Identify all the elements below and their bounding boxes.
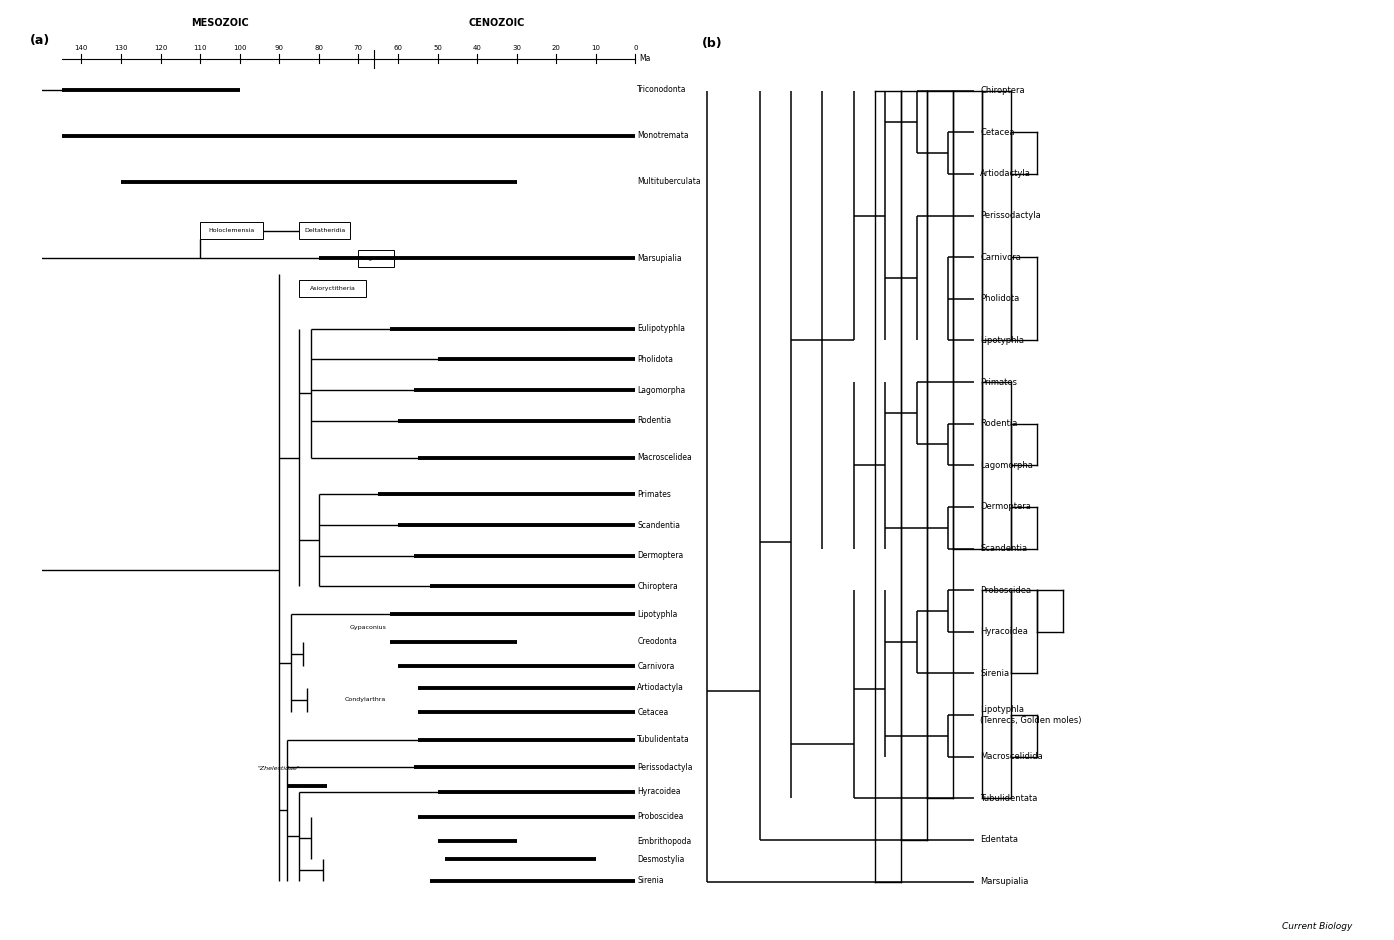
Text: 20: 20 (552, 45, 560, 51)
Text: Cetacea: Cetacea (637, 708, 669, 716)
Text: Carnivora: Carnivora (637, 662, 675, 671)
Text: Multituberculata: Multituberculata (637, 177, 701, 186)
Bar (358, 250, 395, 267)
Text: 70: 70 (354, 45, 362, 51)
Text: Pholidota: Pholidota (637, 355, 673, 364)
Text: Primates: Primates (637, 490, 672, 499)
Text: Hyracoidea: Hyracoidea (637, 788, 680, 796)
Text: Triconodonta: Triconodonta (637, 85, 687, 94)
Text: Carnivora: Carnivora (980, 253, 1022, 261)
Text: "Zhelestidae": "Zhelestidae" (258, 765, 301, 771)
Text: Current Biology: Current Biology (1282, 921, 1352, 931)
Text: 40: 40 (473, 45, 481, 51)
Text: (a): (a) (29, 35, 50, 47)
Text: Sirenia: Sirenia (980, 669, 1009, 678)
Text: MESOZOIC: MESOZOIC (191, 18, 248, 28)
Text: Tubulidentata: Tubulidentata (980, 793, 1037, 803)
Text: Holoclemensia: Holoclemensia (209, 228, 255, 233)
Text: (b): (b) (703, 37, 723, 50)
Text: CENOZOIC: CENOZOIC (468, 18, 526, 28)
Bar (300, 280, 367, 297)
Text: Macroscelidida: Macroscelidida (980, 752, 1043, 761)
Text: 80: 80 (314, 45, 323, 51)
Text: 130: 130 (114, 45, 128, 51)
Text: 90: 90 (275, 45, 284, 51)
Text: 30: 30 (512, 45, 521, 51)
Text: Sirenia: Sirenia (637, 876, 664, 885)
Text: Chiroptera: Chiroptera (637, 582, 677, 591)
Text: Hyracoidea: Hyracoidea (980, 627, 1029, 636)
Text: Embrithopoda: Embrithopoda (637, 837, 691, 846)
Bar (201, 222, 263, 239)
Text: Proboscidea: Proboscidea (980, 586, 1032, 595)
Text: Condylarthra: Condylarthra (344, 697, 386, 702)
Text: 110: 110 (194, 45, 206, 51)
Text: Deltatheridia: Deltatheridia (304, 228, 346, 233)
Text: Gypaconius: Gypaconius (350, 625, 386, 631)
Bar (300, 222, 350, 239)
Text: Purgatorius: Purgatorius (358, 256, 395, 260)
Text: Monotremata: Monotremata (637, 131, 689, 140)
Text: Ma: Ma (640, 55, 651, 63)
Text: Macroscelidea: Macroscelidea (637, 453, 693, 462)
Text: Scandentia: Scandentia (980, 544, 1027, 553)
Text: Lagomorpha: Lagomorpha (980, 461, 1033, 470)
Text: Asioryctitheria: Asioryctitheria (309, 287, 355, 291)
Text: Primates: Primates (980, 378, 1018, 386)
Text: 0: 0 (633, 45, 637, 51)
Text: Artiodactyla: Artiodactyla (980, 169, 1032, 179)
Text: 120: 120 (153, 45, 167, 51)
Text: Marsupialia: Marsupialia (637, 254, 682, 263)
Text: Tubulidentata: Tubulidentata (637, 735, 690, 744)
Text: 140: 140 (75, 45, 88, 51)
Text: Scandentia: Scandentia (637, 521, 680, 529)
Text: Pholidota: Pholidota (980, 294, 1019, 304)
Text: 50: 50 (434, 45, 442, 51)
Text: 100: 100 (233, 45, 247, 51)
Text: Lipotyphla: Lipotyphla (980, 336, 1025, 345)
Text: Dermoptera: Dermoptera (980, 502, 1032, 511)
Text: Lipotyphla
(Tenrecs, Golden moles): Lipotyphla (Tenrecs, Golden moles) (980, 705, 1082, 725)
Text: Perissodactyla: Perissodactyla (980, 211, 1041, 220)
Text: Perissodactyla: Perissodactyla (637, 763, 693, 772)
Text: Creodonta: Creodonta (637, 637, 677, 646)
Text: 60: 60 (393, 45, 403, 51)
Text: Dermoptera: Dermoptera (637, 551, 683, 560)
Text: Lagomorpha: Lagomorpha (637, 385, 686, 395)
Text: Eulipotyphla: Eulipotyphla (637, 324, 686, 334)
Text: Rodentia: Rodentia (637, 416, 672, 425)
Text: Cetacea: Cetacea (980, 128, 1015, 137)
Text: Marsupialia: Marsupialia (980, 877, 1029, 886)
Text: Desmostylia: Desmostylia (637, 855, 684, 864)
Text: 10: 10 (591, 45, 601, 51)
Text: Lipotyphla: Lipotyphla (637, 609, 677, 619)
Text: Proboscidea: Proboscidea (637, 812, 683, 821)
Text: Edentata: Edentata (980, 836, 1019, 844)
Text: Rodentia: Rodentia (980, 419, 1018, 429)
Text: Artiodactyla: Artiodactyla (637, 683, 684, 692)
Text: Chiroptera: Chiroptera (980, 86, 1025, 95)
